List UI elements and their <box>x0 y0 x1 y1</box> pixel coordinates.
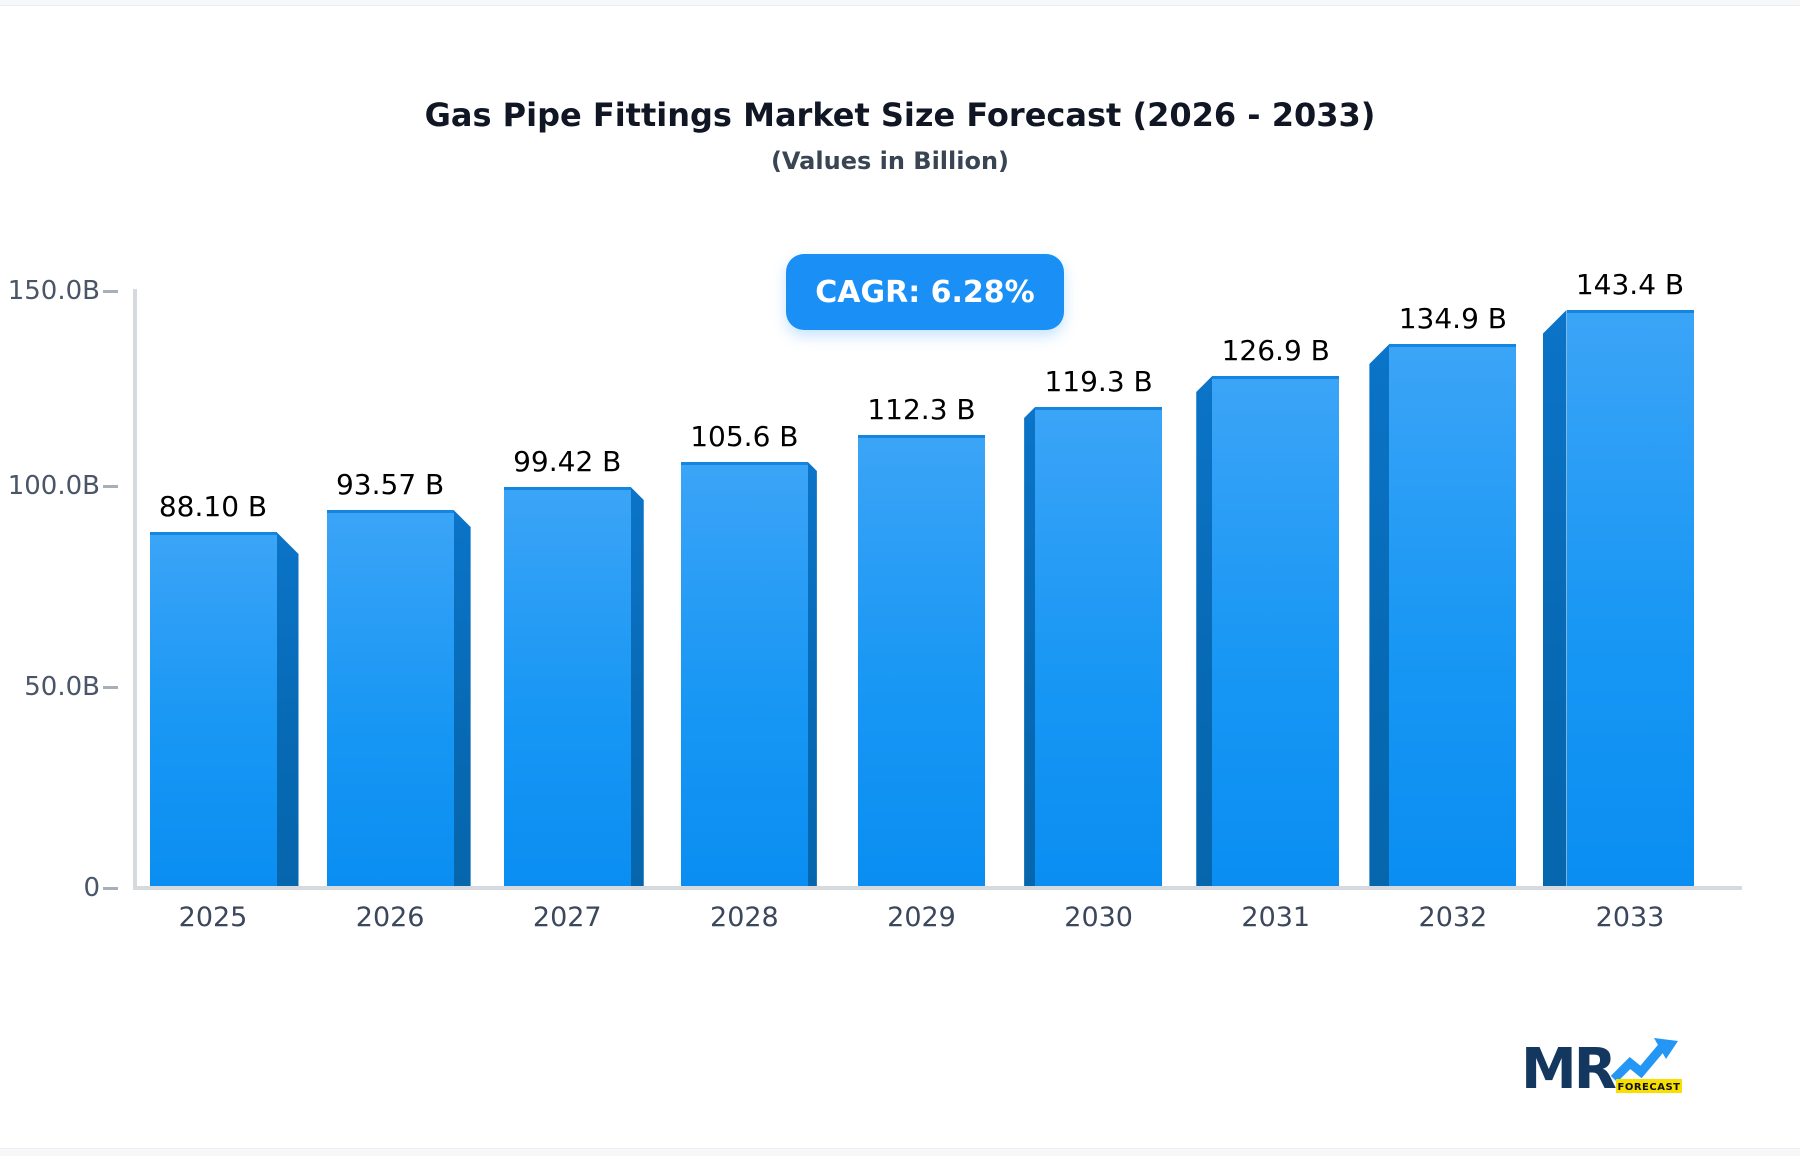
bar-2031 <box>1212 376 1340 886</box>
bar-value-label-2025: 88.10 B <box>158 490 268 523</box>
y-axis-line <box>133 289 137 888</box>
y-axis-label-0: 0 <box>83 873 100 903</box>
bar-side-2031 <box>1196 376 1213 886</box>
bar-side-2033 <box>1542 310 1567 886</box>
bar-value-label-2029: 112.3 B <box>867 393 976 426</box>
bar-2025 <box>149 532 277 886</box>
bar-side-2025 <box>276 532 299 886</box>
bar-2028 <box>680 462 808 886</box>
logo-forecast-text: FORECAST <box>1618 1082 1681 1093</box>
bar-2027 <box>503 487 631 886</box>
bar-value-label-2031: 126.9 B <box>1221 334 1330 367</box>
x-axis-label-2027: 2027 <box>532 902 602 933</box>
bar-value-label-2027: 99.42 B <box>513 445 622 478</box>
bar-side-2026 <box>453 510 471 886</box>
x-axis-label-2028: 2028 <box>710 902 779 933</box>
x-axis-label-2026: 2026 <box>355 902 425 933</box>
logo-trend-arrow-icon <box>1610 1044 1666 1083</box>
bar-side-2027 <box>630 487 644 886</box>
cagr-badge-label: CAGR: 6.28% <box>815 274 1035 310</box>
bar-2030 <box>1035 407 1163 886</box>
y-axis-tick <box>103 887 118 890</box>
bar-side-2032 <box>1369 344 1390 886</box>
bar-value-label-2026: 93.57 B <box>335 468 445 501</box>
bar-side-2028 <box>807 462 817 886</box>
x-axis-label-2031: 2031 <box>1241 902 1311 933</box>
bar-value-label-2030: 119.3 B <box>1044 365 1153 398</box>
y-axis-tick <box>103 686 118 689</box>
y-axis-tick <box>103 290 118 293</box>
page-bottom-border <box>0 1148 1800 1156</box>
x-axis-label-2032: 2032 <box>1418 902 1488 933</box>
x-axis-line <box>133 886 1742 890</box>
x-axis-label-2033: 2033 <box>1595 902 1665 933</box>
x-axis-label-2029: 2029 <box>887 902 956 933</box>
logo-mr-text: MR <box>1524 1038 1616 1098</box>
y-axis-tick <box>103 485 118 488</box>
logo-arrowhead-icon <box>1654 1038 1678 1059</box>
y-axis-label-50.0B: 50.0B <box>24 672 100 702</box>
bar-side-2030 <box>1024 407 1036 886</box>
bar-2029 <box>858 435 985 886</box>
brand-logo: MR FORECAST <box>1524 1038 1682 1098</box>
y-axis-label-150.0B: 150.0B <box>7 276 100 306</box>
chart-title: Gas Pipe Fittings Market Size Forecast (… <box>424 96 1376 134</box>
bar-value-label-2033: 143.4 B <box>1575 268 1685 301</box>
bar-2032 <box>1389 344 1517 886</box>
y-axis-label-100.0B: 100.0B <box>7 471 100 501</box>
bar-2026 <box>326 510 454 886</box>
x-axis-label-2030: 2030 <box>1064 902 1133 933</box>
bar-value-label-2028: 105.6 B <box>690 420 799 453</box>
chart-subtitle: (Values in Billion) <box>770 147 1010 175</box>
page-top-border <box>0 0 1800 6</box>
x-axis-label-2025: 2025 <box>178 902 248 933</box>
bar-value-label-2032: 134.9 B <box>1398 302 1508 335</box>
logo-forecast-box <box>1616 1079 1682 1093</box>
bar-2033 <box>1566 310 1694 886</box>
cagr-badge: CAGR: 6.28% <box>786 254 1064 330</box>
